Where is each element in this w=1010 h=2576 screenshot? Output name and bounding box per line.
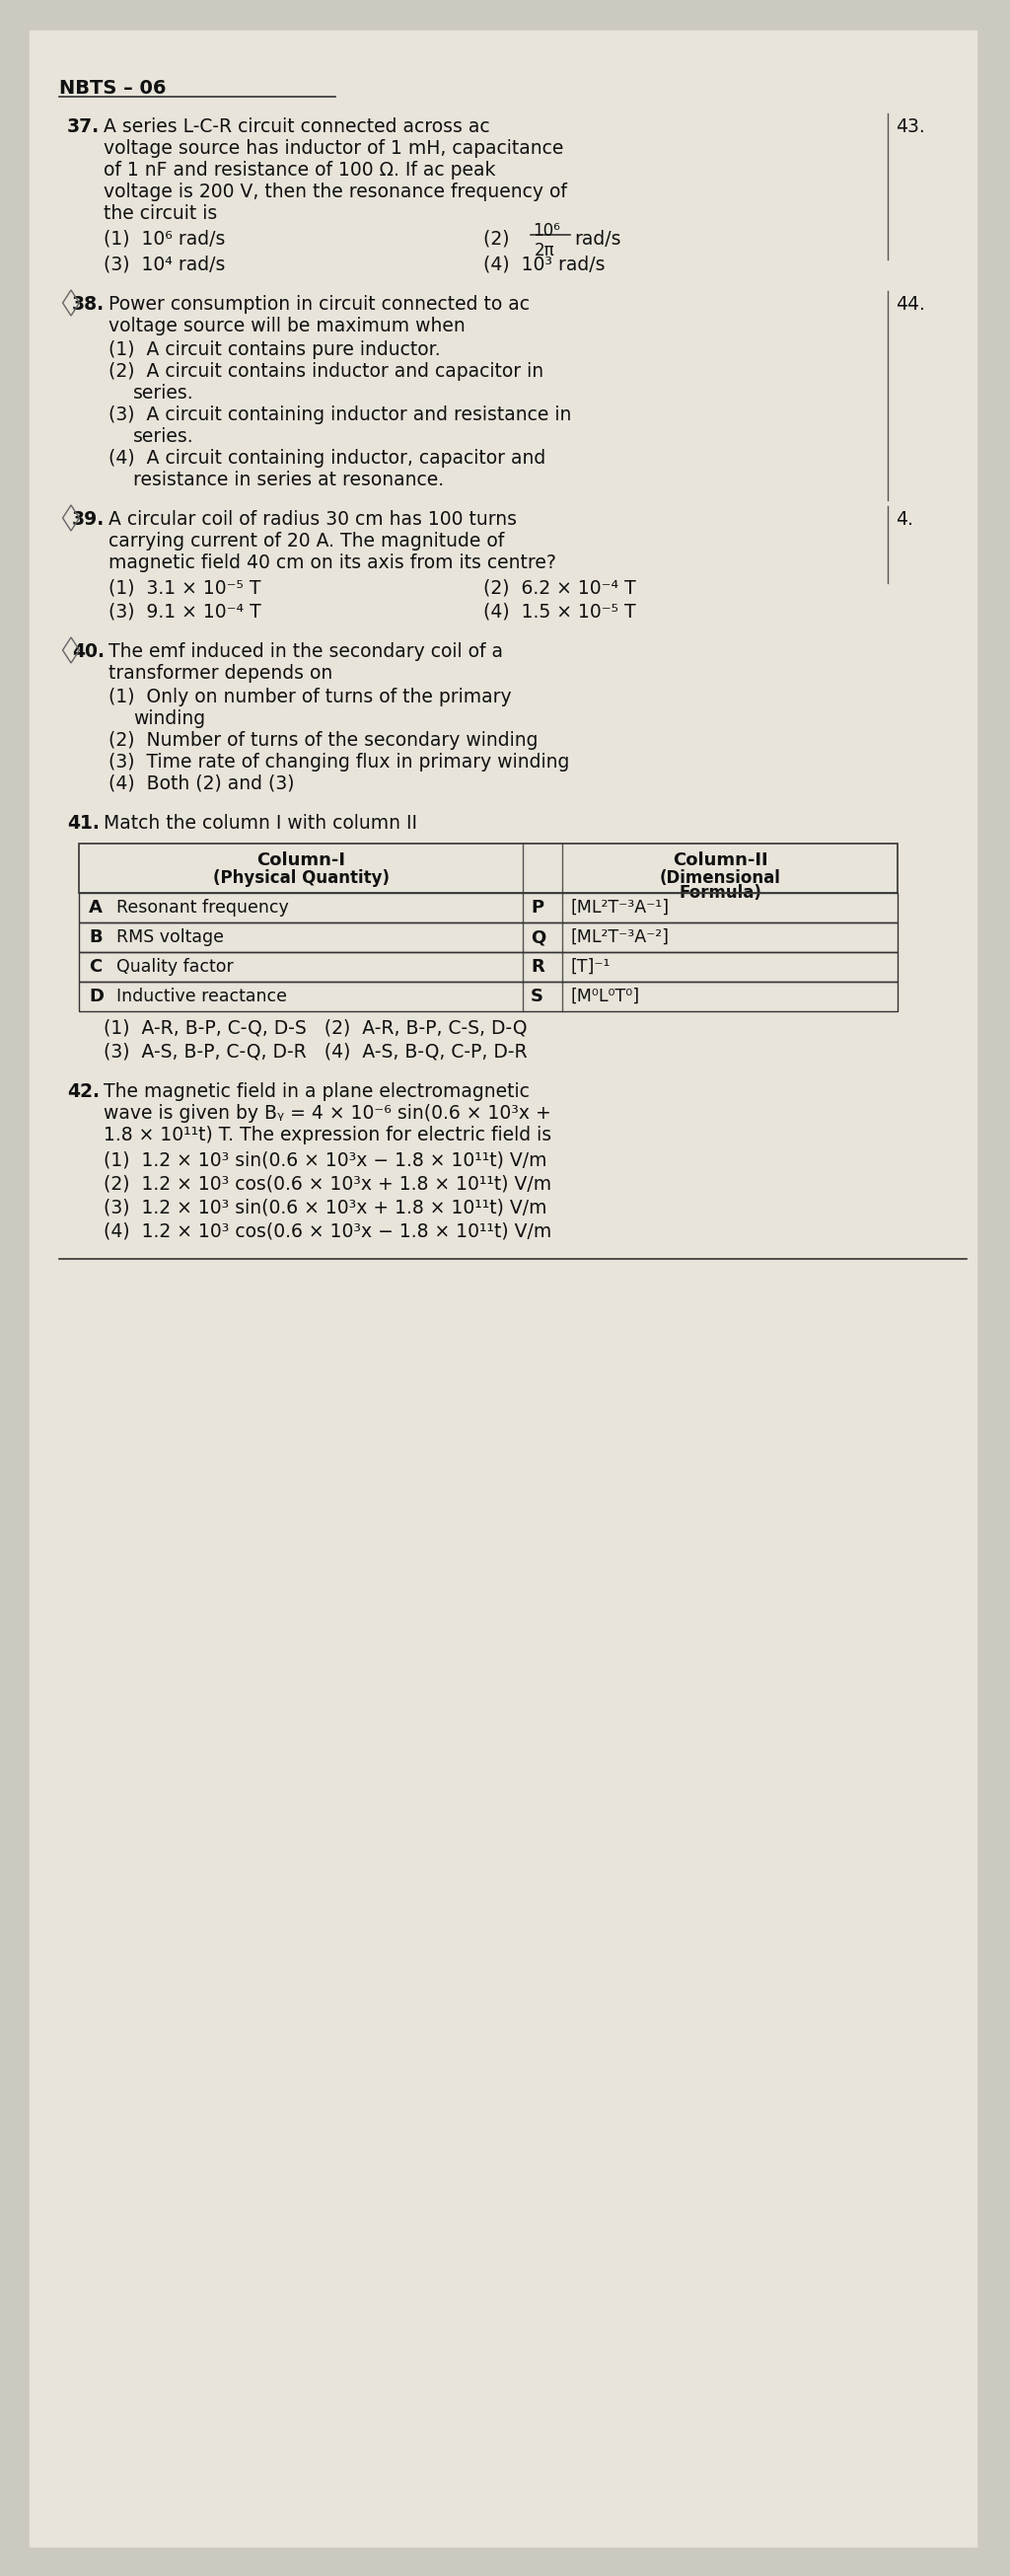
Bar xyxy=(79,922,898,953)
Text: (1)  3.1 × 10⁻⁵ T: (1) 3.1 × 10⁻⁵ T xyxy=(108,580,261,598)
Text: Column-II: Column-II xyxy=(673,853,768,868)
Text: (3)  10⁴ rad/s: (3) 10⁴ rad/s xyxy=(104,255,225,273)
Text: (Physical Quantity): (Physical Quantity) xyxy=(212,868,389,886)
Text: 37.: 37. xyxy=(67,118,100,137)
Bar xyxy=(79,981,898,1012)
Text: RMS voltage: RMS voltage xyxy=(116,927,224,945)
Text: voltage source will be maximum when: voltage source will be maximum when xyxy=(108,317,466,335)
Text: wave is given by Bᵧ = 4 × 10⁻⁶ sin(0.6 × 10³x +: wave is given by Bᵧ = 4 × 10⁻⁶ sin(0.6 ×… xyxy=(104,1105,551,1123)
Bar xyxy=(79,953,898,981)
Text: (3)  1.2 × 10³ sin(0.6 × 10³x + 1.8 × 10¹¹t) V/m: (3) 1.2 × 10³ sin(0.6 × 10³x + 1.8 × 10¹… xyxy=(104,1198,547,1218)
Text: 42.: 42. xyxy=(67,1082,100,1100)
Text: (4)  1.5 × 10⁻⁵ T: (4) 1.5 × 10⁻⁵ T xyxy=(484,603,636,621)
Text: 40.: 40. xyxy=(72,641,105,662)
Text: (2)  1.2 × 10³ cos(0.6 × 10³x + 1.8 × 10¹¹t) V/m: (2) 1.2 × 10³ cos(0.6 × 10³x + 1.8 × 10¹… xyxy=(104,1175,551,1193)
Text: (4)  10³ rad/s: (4) 10³ rad/s xyxy=(484,255,605,273)
Text: (1)  10⁶ rad/s: (1) 10⁶ rad/s xyxy=(104,229,225,250)
Text: Match the column I with column II: Match the column I with column II xyxy=(104,814,417,832)
Text: 38.: 38. xyxy=(72,296,105,314)
Text: 4.: 4. xyxy=(896,510,913,528)
Text: (2)  A circuit contains inductor and capacitor in: (2) A circuit contains inductor and capa… xyxy=(108,363,543,381)
Text: S: S xyxy=(530,987,543,1005)
Text: 1.8 × 10¹¹t) T. The expression for electric field is: 1.8 × 10¹¹t) T. The expression for elect… xyxy=(104,1126,551,1144)
Text: rad/s: rad/s xyxy=(574,229,621,250)
Text: P: P xyxy=(530,899,543,917)
Text: Column-I: Column-I xyxy=(257,853,345,868)
Text: series.: series. xyxy=(133,428,194,446)
Text: (1)  A circuit contains pure inductor.: (1) A circuit contains pure inductor. xyxy=(108,340,440,358)
Text: resistance in series at resonance.: resistance in series at resonance. xyxy=(133,471,444,489)
Text: [ML²T⁻³A⁻²]: [ML²T⁻³A⁻²] xyxy=(570,927,669,945)
Text: 10⁶: 10⁶ xyxy=(532,222,560,240)
Text: R: R xyxy=(530,958,544,976)
Text: transformer depends on: transformer depends on xyxy=(108,665,332,683)
Text: voltage source has inductor of 1 mH, capacitance: voltage source has inductor of 1 mH, cap… xyxy=(104,139,564,157)
Text: (1)  Only on number of turns of the primary: (1) Only on number of turns of the prima… xyxy=(108,688,511,706)
Text: [ML²T⁻³A⁻¹]: [ML²T⁻³A⁻¹] xyxy=(570,899,669,917)
Text: (4)  Both (2) and (3): (4) Both (2) and (3) xyxy=(108,775,295,793)
Text: (4)  A circuit containing inductor, capacitor and: (4) A circuit containing inductor, capac… xyxy=(108,448,545,469)
Text: The magnetic field in a plane electromagnetic: The magnetic field in a plane electromag… xyxy=(104,1082,529,1100)
Text: A series L-C-R circuit connected across ac: A series L-C-R circuit connected across … xyxy=(104,118,490,137)
Text: (2): (2) xyxy=(484,229,521,250)
Text: [M⁰L⁰T⁰]: [M⁰L⁰T⁰] xyxy=(570,987,639,1005)
Text: Power consumption in circuit connected to ac: Power consumption in circuit connected t… xyxy=(108,296,529,314)
Text: 39.: 39. xyxy=(72,510,105,528)
Text: 2π: 2π xyxy=(534,242,556,260)
Text: The emf induced in the secondary coil of a: The emf induced in the secondary coil of… xyxy=(108,641,503,662)
Text: (3)  A-S, B-P, C-Q, D-R   (4)  A-S, B-Q, C-P, D-R: (3) A-S, B-P, C-Q, D-R (4) A-S, B-Q, C-P… xyxy=(104,1043,527,1061)
Text: B: B xyxy=(89,927,102,945)
Bar xyxy=(79,842,898,894)
Text: (1)  A-R, B-P, C-Q, D-S   (2)  A-R, B-P, C-S, D-Q: (1) A-R, B-P, C-Q, D-S (2) A-R, B-P, C-S… xyxy=(104,1020,527,1038)
Text: (4)  1.2 × 10³ cos(0.6 × 10³x − 1.8 × 10¹¹t) V/m: (4) 1.2 × 10³ cos(0.6 × 10³x − 1.8 × 10¹… xyxy=(104,1224,551,1242)
Text: A: A xyxy=(89,899,102,917)
Bar xyxy=(79,894,898,922)
Text: Q: Q xyxy=(530,927,545,945)
Text: 41.: 41. xyxy=(67,814,100,832)
Text: NBTS – 06: NBTS – 06 xyxy=(60,80,167,98)
Text: C: C xyxy=(89,958,102,976)
Text: (3)  A circuit containing inductor and resistance in: (3) A circuit containing inductor and re… xyxy=(108,404,572,425)
Text: (Dimensional: (Dimensional xyxy=(660,868,781,886)
Text: (1)  1.2 × 10³ sin(0.6 × 10³x − 1.8 × 10¹¹t) V/m: (1) 1.2 × 10³ sin(0.6 × 10³x − 1.8 × 10¹… xyxy=(104,1151,547,1170)
Text: A circular coil of radius 30 cm has 100 turns: A circular coil of radius 30 cm has 100 … xyxy=(108,510,517,528)
Text: 44.: 44. xyxy=(896,296,925,314)
Text: of 1 nF and resistance of 100 Ω. If ac peak: of 1 nF and resistance of 100 Ω. If ac p… xyxy=(104,160,496,180)
Text: voltage is 200 V, then the resonance frequency of: voltage is 200 V, then the resonance fre… xyxy=(104,183,567,201)
Text: (2)  6.2 × 10⁻⁴ T: (2) 6.2 × 10⁻⁴ T xyxy=(484,580,636,598)
Text: (3)  9.1 × 10⁻⁴ T: (3) 9.1 × 10⁻⁴ T xyxy=(108,603,262,621)
Text: Quality factor: Quality factor xyxy=(116,958,233,976)
Text: D: D xyxy=(89,987,104,1005)
Text: (2)  Number of turns of the secondary winding: (2) Number of turns of the secondary win… xyxy=(108,732,538,750)
Text: winding: winding xyxy=(133,708,205,729)
Text: the circuit is: the circuit is xyxy=(104,204,217,224)
Text: Formula): Formula) xyxy=(679,884,762,902)
Text: Inductive reactance: Inductive reactance xyxy=(116,987,287,1005)
Text: 43.: 43. xyxy=(896,118,925,137)
Text: carrying current of 20 A. The magnitude of: carrying current of 20 A. The magnitude … xyxy=(108,531,504,551)
Text: Resonant frequency: Resonant frequency xyxy=(116,899,289,917)
Text: series.: series. xyxy=(133,384,194,402)
Text: [T]⁻¹: [T]⁻¹ xyxy=(570,958,610,976)
Text: (3)  Time rate of changing flux in primary winding: (3) Time rate of changing flux in primar… xyxy=(108,752,570,773)
Text: magnetic field 40 cm on its axis from its centre?: magnetic field 40 cm on its axis from it… xyxy=(108,554,557,572)
